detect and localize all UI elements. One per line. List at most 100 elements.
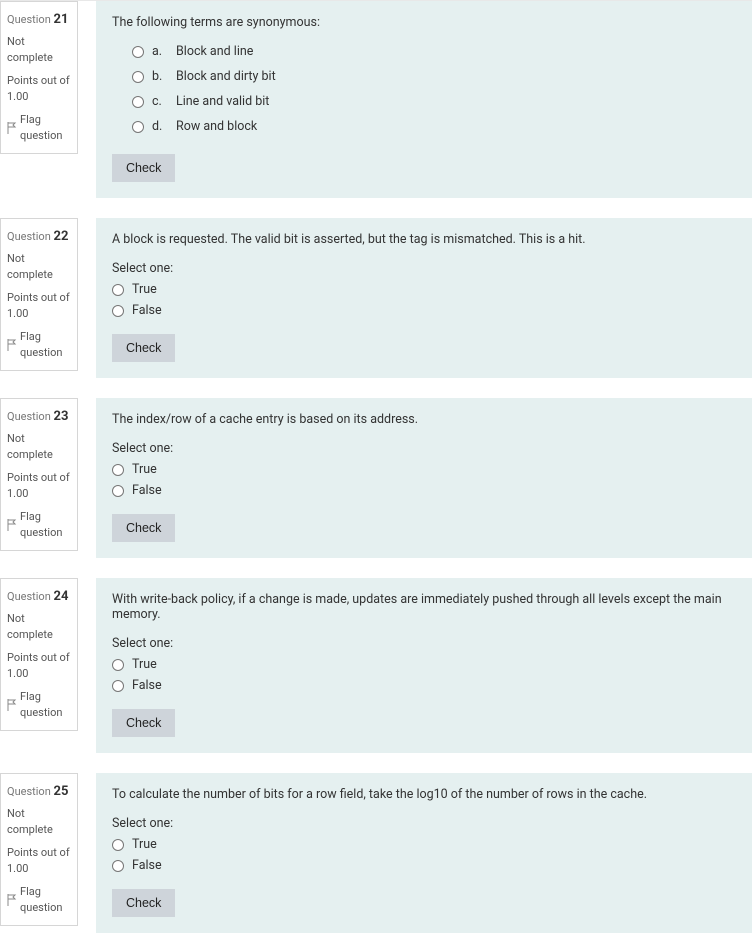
question-22: Question 22 Not complete Points out of 1…	[0, 218, 752, 378]
option-c[interactable]: c. Line and valid bit	[132, 94, 736, 109]
question-label: Question	[7, 785, 51, 798]
flag-question[interactable]: Flag question	[7, 689, 71, 722]
option-true-radio[interactable]	[112, 659, 124, 671]
points-label: Points out of	[7, 651, 70, 664]
question-info-24: Question 24 Not complete Points out of 1…	[0, 578, 78, 731]
option-b-radio[interactable]	[132, 71, 144, 83]
option-letter: d.	[152, 119, 166, 134]
select-one-label: Select one:	[112, 636, 736, 651]
check-button[interactable]: Check	[112, 709, 175, 737]
question-number: Question 23	[7, 407, 71, 427]
option-false-radio[interactable]	[112, 680, 124, 692]
option-false[interactable]: False	[112, 483, 736, 498]
option-text: False	[132, 678, 162, 693]
option-true-radio[interactable]	[112, 284, 124, 296]
question-status: Not complete	[7, 611, 71, 644]
flag-label: Flag question	[20, 329, 71, 362]
points-value: 1.00	[7, 667, 28, 680]
flag-label: Flag question	[20, 112, 71, 145]
question-content-24: With write-back policy, if a change is m…	[96, 578, 752, 753]
option-true-radio[interactable]	[112, 839, 124, 851]
question-content-21: The following terms are synonymous: a. B…	[96, 1, 752, 198]
question-text: A block is requested. The valid bit is a…	[112, 232, 736, 247]
option-d[interactable]: d. Row and block	[132, 119, 736, 134]
question-label: Question	[7, 230, 51, 243]
option-text: False	[132, 483, 162, 498]
question-content-23: The index/row of a cache entry is based …	[96, 398, 752, 558]
option-text: True	[132, 837, 157, 852]
flag-icon	[7, 339, 17, 351]
question-24: Question 24 Not complete Points out of 1…	[0, 578, 752, 753]
option-text: Line and valid bit	[176, 94, 269, 109]
flag-label: Flag question	[20, 884, 71, 917]
question-number-value: 23	[54, 409, 69, 424]
check-button[interactable]: Check	[112, 889, 175, 917]
option-false[interactable]: False	[112, 678, 736, 693]
select-one-label: Select one:	[112, 441, 736, 456]
option-true[interactable]: True	[112, 282, 736, 297]
points-value: 1.00	[7, 862, 28, 875]
question-21: Question 21 Not complete Points out of 1…	[0, 0, 752, 198]
question-text: The following terms are synonymous:	[112, 15, 736, 30]
option-false-radio[interactable]	[112, 305, 124, 317]
flag-label: Flag question	[20, 509, 71, 542]
option-false-radio[interactable]	[112, 485, 124, 497]
question-text: The index/row of a cache entry is based …	[112, 412, 736, 427]
question-content-22: A block is requested. The valid bit is a…	[96, 218, 752, 378]
question-content-25: To calculate the number of bits for a ro…	[96, 773, 752, 933]
question-number: Question 24	[7, 587, 71, 607]
option-letter: c.	[152, 94, 166, 109]
flag-question[interactable]: Flag question	[7, 509, 71, 542]
points-value: 1.00	[7, 307, 28, 320]
option-text: True	[132, 657, 157, 672]
points-label: Points out of	[7, 471, 70, 484]
points-label: Points out of	[7, 846, 70, 859]
option-text: True	[132, 462, 157, 477]
check-button[interactable]: Check	[112, 334, 175, 362]
option-text: True	[132, 282, 157, 297]
question-points: Points out of 1.00	[7, 73, 71, 106]
flag-label: Flag question	[20, 689, 71, 722]
question-points: Points out of 1.00	[7, 845, 71, 878]
option-a-radio[interactable]	[132, 46, 144, 58]
question-label: Question	[7, 590, 51, 603]
flag-question[interactable]: Flag question	[7, 884, 71, 917]
option-false[interactable]: False	[112, 858, 736, 873]
option-true[interactable]: True	[112, 657, 736, 672]
check-button[interactable]: Check	[112, 514, 175, 542]
question-number: Question 21	[7, 10, 71, 30]
option-d-radio[interactable]	[132, 121, 144, 133]
select-one-label: Select one:	[112, 261, 736, 276]
question-text: With write-back policy, if a change is m…	[112, 592, 736, 622]
question-status: Not complete	[7, 806, 71, 839]
option-false[interactable]: False	[112, 303, 736, 318]
question-info-25: Question 25 Not complete Points out of 1…	[0, 773, 78, 926]
question-23: Question 23 Not complete Points out of 1…	[0, 398, 752, 558]
option-true-radio[interactable]	[112, 464, 124, 476]
question-text: To calculate the number of bits for a ro…	[112, 787, 736, 802]
option-text: Block and dirty bit	[176, 69, 276, 84]
question-number: Question 22	[7, 227, 71, 247]
question-info-22: Question 22 Not complete Points out of 1…	[0, 218, 78, 371]
flag-question[interactable]: Flag question	[7, 329, 71, 362]
question-points: Points out of 1.00	[7, 290, 71, 323]
flag-icon	[7, 122, 17, 134]
question-number-value: 25	[54, 784, 69, 799]
option-true[interactable]: True	[112, 462, 736, 477]
points-value: 1.00	[7, 90, 28, 103]
flag-icon	[7, 699, 17, 711]
option-letter: b.	[152, 69, 166, 84]
option-letter: a.	[152, 44, 166, 59]
question-status: Not complete	[7, 431, 71, 464]
option-true[interactable]: True	[112, 837, 736, 852]
option-b[interactable]: b. Block and dirty bit	[132, 69, 736, 84]
option-false-radio[interactable]	[112, 860, 124, 872]
option-text: False	[132, 858, 162, 873]
option-a[interactable]: a. Block and line	[132, 44, 736, 59]
flag-icon	[7, 519, 17, 531]
question-number-value: 21	[54, 12, 69, 27]
option-c-radio[interactable]	[132, 96, 144, 108]
flag-question[interactable]: Flag question	[7, 112, 71, 145]
check-button[interactable]: Check	[112, 154, 175, 182]
option-text: Row and block	[176, 119, 257, 134]
